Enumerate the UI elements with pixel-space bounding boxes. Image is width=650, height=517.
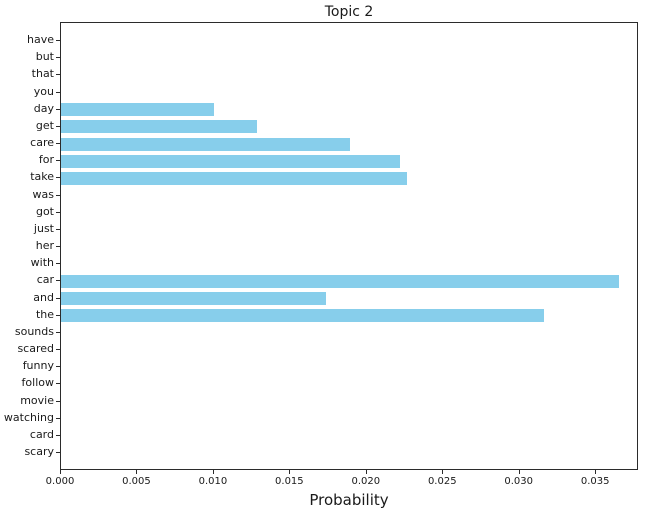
bar-care: [61, 137, 350, 151]
y-tick: [56, 91, 60, 93]
y-tick: [56, 160, 60, 162]
x-tick-label: 0.015: [275, 476, 304, 487]
y-tick-label: take: [30, 170, 54, 184]
y-tick-label: care: [30, 136, 54, 149]
y-tick-label: day: [33, 101, 54, 115]
y-tick-label: sounds: [14, 324, 54, 338]
y-tick-label: scary: [24, 445, 54, 458]
y-tick: [56, 452, 60, 453]
x-tick: [518, 470, 520, 474]
y-tick: [56, 246, 60, 247]
y-tick-label: her: [35, 239, 54, 252]
bar-take: [61, 171, 407, 185]
y-tick: [56, 108, 60, 110]
y-tick: [56, 314, 60, 316]
x-tick-label: 0.010: [198, 476, 228, 487]
y-tick-label: got: [35, 204, 54, 218]
y-tick: [56, 211, 60, 213]
y-tick-label: was: [32, 187, 54, 201]
y-tick: [56, 125, 60, 127]
x-tick: [212, 470, 214, 474]
bar-for: [61, 154, 401, 168]
y-tick-label: the: [35, 307, 54, 321]
y-tick-label: movie: [20, 393, 54, 407]
y-tick-label: you: [33, 84, 54, 98]
x-tick: [289, 470, 291, 474]
y-tick: [56, 228, 60, 230]
x-axis-label: Probability: [309, 491, 389, 509]
y-tick-label: and: [33, 290, 54, 304]
y-tick: [56, 263, 60, 265]
x-tick: [442, 470, 444, 474]
y-tick-label: just: [33, 221, 54, 235]
y-tick: [56, 177, 60, 179]
y-tick: [56, 297, 60, 299]
y-tick: [56, 434, 60, 436]
plot-area: [60, 22, 638, 470]
y-tick: [56, 40, 60, 41]
y-tick: [56, 417, 60, 419]
x-tick-label: 0.025: [427, 476, 457, 487]
chart-title: Topic 2: [324, 4, 374, 20]
y-tick-label: get: [35, 118, 54, 132]
bar-get: [61, 120, 257, 134]
y-tick: [56, 57, 60, 59]
x-tick: [60, 470, 61, 474]
bar-car: [61, 274, 620, 288]
y-tick: [56, 400, 60, 402]
y-tick: [56, 194, 60, 196]
y-tick: [56, 366, 60, 368]
y-tick-label: card: [29, 427, 54, 441]
y-tick-label: funny: [22, 359, 54, 373]
y-tick-label: with: [30, 256, 54, 270]
y-tick-label: scared: [17, 342, 54, 355]
y-tick: [56, 331, 60, 333]
y-tick-label: watching: [3, 410, 54, 424]
x-tick-label: 0.030: [504, 476, 534, 487]
x-tick-label: 0.005: [122, 476, 151, 487]
y-tick-label: for: [38, 153, 54, 167]
y-tick: [56, 280, 60, 282]
bar-day: [61, 103, 214, 117]
x-tick-label: 0.000: [45, 476, 75, 487]
x-tick-label: 0.020: [351, 476, 381, 487]
y-tick: [56, 349, 60, 350]
y-tick-label: that: [31, 67, 54, 81]
bar-the: [61, 309, 545, 323]
y-tick: [56, 383, 60, 385]
x-tick: [595, 470, 597, 474]
x-tick: [365, 470, 367, 474]
y-tick: [56, 74, 60, 76]
y-tick-label: but: [35, 50, 54, 64]
bar-and: [61, 292, 326, 305]
y-tick-label: follow: [21, 376, 54, 390]
y-tick-label: car: [36, 273, 54, 287]
x-tick-label: 0.035: [580, 476, 610, 487]
y-tick: [56, 143, 60, 144]
x-tick: [136, 470, 138, 474]
y-tick-label: have: [27, 33, 54, 46]
